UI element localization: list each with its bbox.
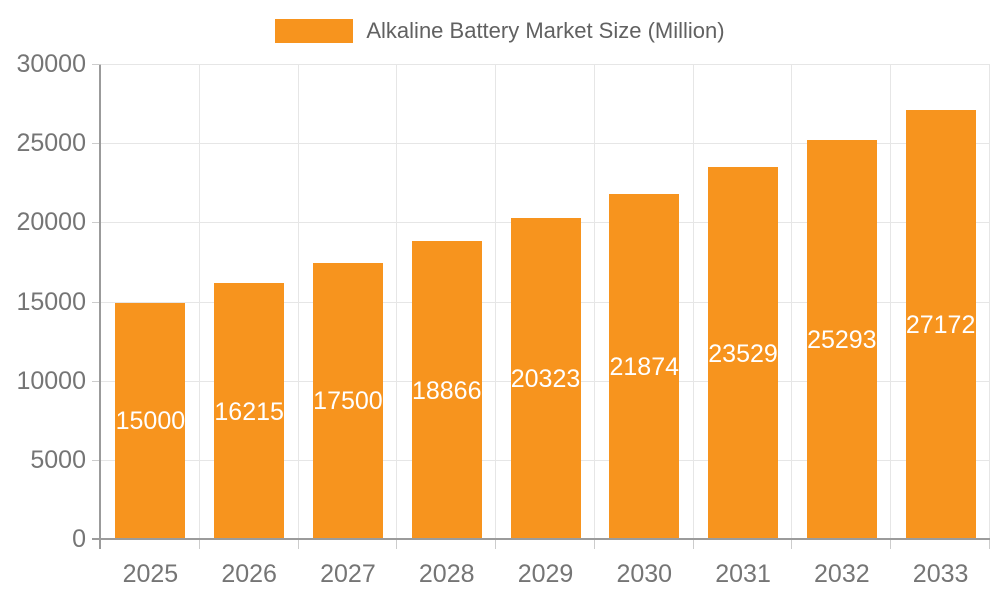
x-axis-label: 2025 — [122, 560, 179, 588]
x-axis-tick — [890, 540, 892, 549]
gridline-horizontal — [101, 64, 990, 65]
chart-legend: Alkaline Battery Market Size (Million) — [0, 19, 1000, 43]
x-axis-tick — [297, 540, 299, 549]
bar-value-label: 25293 — [807, 325, 877, 354]
y-axis-line — [99, 65, 101, 549]
x-axis-tick — [692, 540, 694, 549]
x-axis-label: 2028 — [418, 560, 475, 588]
x-axis-label: 2033 — [912, 560, 969, 588]
x-axis-label: 2032 — [814, 560, 870, 588]
y-axis-tick — [92, 301, 101, 303]
bar-2029[interactable] — [510, 218, 581, 540]
y-axis-label: 10000 — [16, 366, 86, 395]
bar-value-label: 21874 — [609, 352, 680, 381]
gridline-vertical — [890, 65, 892, 540]
x-axis-label: 2026 — [221, 560, 277, 588]
x-axis-tick — [495, 540, 497, 549]
bar-2032[interactable] — [806, 139, 877, 540]
gridline-vertical — [593, 65, 595, 540]
x-axis-tick — [198, 540, 200, 549]
bar-2033[interactable] — [905, 109, 976, 540]
bar-2031[interactable] — [708, 167, 779, 540]
x-axis-label: 2029 — [517, 560, 574, 588]
bar-2025[interactable] — [115, 302, 186, 540]
bar-value-label: 15000 — [115, 407, 186, 436]
gridline-vertical — [198, 65, 200, 540]
y-axis-tick — [92, 459, 101, 461]
x-axis-label: 2030 — [616, 560, 673, 588]
gridline-vertical — [297, 65, 299, 540]
bar-2026[interactable] — [214, 283, 285, 540]
gridline-vertical — [495, 65, 497, 540]
legend-label: Alkaline Battery Market Size (Million) — [366, 18, 725, 43]
y-axis-label: 15000 — [16, 287, 86, 316]
bar-value-label: 18866 — [411, 376, 482, 405]
y-axis-tick — [92, 222, 101, 224]
y-axis-tick — [92, 143, 101, 145]
bar-value-label: 17500 — [313, 387, 383, 416]
x-axis-tick — [593, 540, 595, 549]
gridline-vertical — [396, 65, 398, 540]
x-axis-label: 2027 — [320, 560, 376, 588]
bar-2030[interactable] — [609, 193, 680, 540]
x-axis-line — [92, 538, 990, 540]
y-axis-label: 20000 — [16, 208, 86, 237]
x-axis-label: 2031 — [715, 560, 771, 588]
x-axis-tick — [989, 540, 990, 549]
bar-value-label: 27172 — [905, 310, 976, 339]
bar-value-label: 16215 — [214, 397, 284, 426]
y-axis-label: 0 — [72, 525, 86, 553]
bar-value-label: 20323 — [510, 365, 581, 394]
gridline-vertical — [989, 65, 990, 540]
y-axis-tick — [92, 64, 101, 65]
bar-2028[interactable] — [411, 241, 482, 540]
y-axis-tick — [92, 380, 101, 382]
y-axis-label: 30000 — [16, 50, 86, 78]
x-axis-tick — [396, 540, 398, 549]
gridline-horizontal — [101, 143, 990, 145]
bar-value-label: 23529 — [708, 339, 778, 368]
y-axis-label: 5000 — [30, 445, 86, 474]
gridline-vertical — [692, 65, 694, 540]
y-axis-label: 25000 — [16, 129, 86, 158]
x-axis-tick — [791, 540, 793, 549]
bar-2027[interactable] — [312, 262, 383, 540]
gridline-vertical — [791, 65, 793, 540]
legend-swatch — [275, 19, 354, 43]
